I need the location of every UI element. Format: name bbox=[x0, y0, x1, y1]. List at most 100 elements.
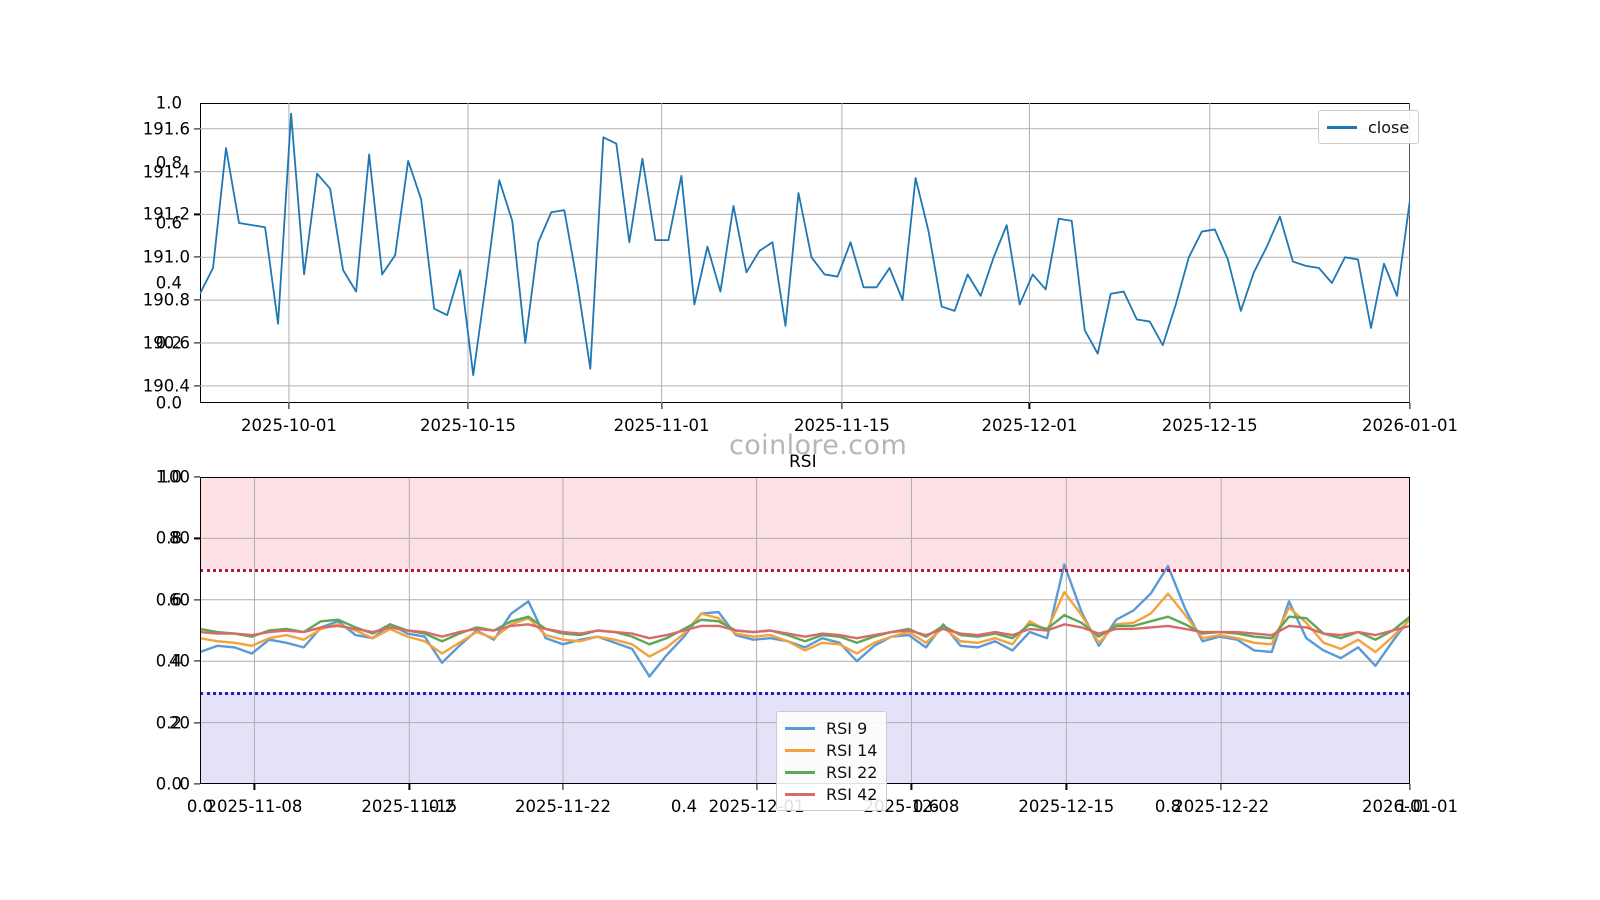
price-chart-panel bbox=[200, 103, 1410, 403]
rsi-line-rsi-42 bbox=[200, 623, 1410, 640]
price-y-tick-mark bbox=[194, 299, 200, 301]
overbought-threshold-line bbox=[200, 569, 1410, 573]
rsi-legend-label: RSI 9 bbox=[826, 718, 868, 738]
price-y-tick-mark bbox=[194, 170, 200, 173]
price-overlay-y-tick-label: 0.2 bbox=[155, 333, 182, 353]
rsi-overlay-y-tick-label: 0.8 bbox=[155, 528, 182, 548]
legend-line-icon bbox=[785, 748, 815, 752]
rsi-y-tick-mark bbox=[194, 476, 200, 478]
rsi-x-tick-label: 2025-12-15 bbox=[1018, 797, 1115, 816]
price-overlay-y-tick-label: 0.8 bbox=[155, 153, 182, 173]
price-y-tick-label: 190.6 bbox=[142, 333, 190, 353]
oversold-threshold-line bbox=[200, 691, 1410, 695]
price-y-tick-label: 191.0 bbox=[142, 247, 190, 267]
rsi-chart-panel bbox=[200, 477, 1410, 784]
watermark: coinlore.com bbox=[729, 430, 908, 461]
price-overlay-y-tick-label: 1.0 bbox=[155, 93, 182, 113]
rsi-overlay-y-tick-label: 1.0 bbox=[155, 467, 182, 487]
rsi-y-tick-label: 60 bbox=[169, 590, 190, 610]
price-y-tick-label: 191.4 bbox=[142, 162, 190, 182]
rsi-plot-svg bbox=[200, 477, 1410, 784]
rsi-y-tick-label: 100 bbox=[158, 467, 191, 487]
rsi-y-tick-label: 20 bbox=[169, 713, 190, 733]
rsi-legend: RSI 9 RSI 14 RSI 22 RSI 42 bbox=[776, 711, 888, 811]
rsi-y-tick-label: 80 bbox=[169, 528, 190, 548]
rsi-x-tick-mark bbox=[253, 784, 256, 790]
price-x-tick-mark bbox=[841, 403, 843, 409]
price-x-tick-label: 2025-10-15 bbox=[420, 416, 516, 435]
rsi-x-tick-label: 2026-01-01 bbox=[1362, 797, 1458, 816]
legend-line-icon bbox=[785, 770, 815, 774]
rsi-legend-label: RSI 22 bbox=[826, 762, 878, 782]
overbought-band bbox=[200, 477, 1410, 570]
price-x-tick-label: 2025-12-01 bbox=[981, 416, 1078, 435]
legend-line-icon bbox=[785, 792, 815, 796]
rsi-x-tick-mark bbox=[1220, 784, 1222, 790]
price-y-tick-mark bbox=[194, 213, 200, 216]
rsi-y-tick-label: 40 bbox=[169, 651, 190, 671]
price-overlay-y-tick-label: 0.0 bbox=[155, 393, 182, 413]
price-x-tick-mark bbox=[1209, 403, 1211, 409]
rsi-legend-item[interactable]: RSI 22 bbox=[785, 761, 877, 783]
price-y-tick-label: 190.4 bbox=[142, 376, 190, 396]
rsi-x-tick-label: 2025-11-15 bbox=[361, 797, 458, 816]
legend-line-icon bbox=[785, 726, 815, 730]
price-legend: close bbox=[1318, 110, 1420, 144]
price-overlay-y-tick-label: 0.4 bbox=[155, 273, 182, 293]
price-y-tick-label: 191.2 bbox=[142, 204, 190, 224]
price-x-tick-label: 2026-01-01 bbox=[1362, 416, 1458, 435]
rsi-legend-item[interactable]: RSI 9 bbox=[785, 717, 877, 739]
rsi-overlay-x-tick-label: 1.0 bbox=[1396, 797, 1424, 816]
price-y-tick-mark bbox=[194, 385, 200, 387]
price-x-tick-mark bbox=[661, 403, 663, 409]
price-y-tick-mark bbox=[194, 342, 200, 344]
rsi-overlay-x-tick-label: 0.8 bbox=[1154, 797, 1182, 816]
rsi-x-tick-mark bbox=[408, 784, 410, 790]
rsi-x-tick-mark bbox=[1065, 784, 1067, 790]
rsi-x-tick-mark bbox=[756, 784, 758, 790]
rsi-y-tick-mark bbox=[194, 660, 200, 662]
price-legend-item[interactable]: close bbox=[1327, 116, 1409, 138]
rsi-y-tick-mark bbox=[194, 783, 200, 785]
price-x-tick-label: 2025-11-15 bbox=[793, 416, 890, 435]
price-y-tick-label: 190.8 bbox=[142, 290, 190, 310]
rsi-y-tick-mark bbox=[194, 722, 200, 724]
rsi-x-tick-label: 2025-11-08 bbox=[206, 797, 303, 816]
rsi-y-tick-mark bbox=[194, 599, 200, 601]
rsi-x-tick-mark bbox=[562, 784, 564, 790]
price-plot-svg bbox=[200, 103, 1410, 403]
rsi-line-rsi-14 bbox=[200, 590, 1410, 658]
price-x-tick-mark bbox=[467, 403, 469, 409]
price-y-tick-mark bbox=[194, 256, 200, 258]
rsi-overlay-y-tick-label: 0.0 bbox=[155, 774, 182, 794]
price-y-tick-mark bbox=[194, 128, 200, 130]
rsi-x-tick-label: 2025-12-22 bbox=[1173, 797, 1270, 816]
rsi-overlay-x-tick-label: 0.0 bbox=[186, 797, 214, 816]
rsi-overlay-x-tick-label: 0.4 bbox=[670, 797, 698, 816]
rsi-legend-label: RSI 42 bbox=[826, 784, 878, 804]
price-overlay-y-tick-label: 0.6 bbox=[155, 213, 182, 233]
price-x-tick-label: 2025-10-01 bbox=[240, 416, 337, 435]
rsi-title: RSI bbox=[789, 452, 817, 472]
rsi-y-tick-mark bbox=[194, 537, 200, 539]
price-x-tick-mark bbox=[288, 403, 290, 409]
price-x-tick-mark bbox=[1028, 403, 1031, 409]
rsi-overlay-x-tick-label: 0.6 bbox=[912, 797, 940, 816]
rsi-overlay-y-tick-label: 0.6 bbox=[155, 590, 182, 610]
legend-line-icon bbox=[1327, 125, 1357, 129]
rsi-x-tick-mark bbox=[1409, 784, 1411, 790]
price-y-tick-label: 191.6 bbox=[142, 119, 190, 139]
price-line-close bbox=[200, 112, 1410, 377]
price-legend-label: close bbox=[1368, 117, 1410, 137]
rsi-x-tick-mark bbox=[910, 784, 913, 790]
rsi-x-tick-label: 2025-12-08 bbox=[863, 797, 960, 816]
rsi-legend-item[interactable]: RSI 42 bbox=[785, 783, 877, 805]
price-x-tick-label: 2025-12-15 bbox=[1161, 416, 1258, 435]
rsi-legend-item[interactable]: RSI 14 bbox=[785, 739, 877, 761]
price-x-tick-mark bbox=[1409, 403, 1411, 409]
rsi-overlay-x-tick-label: 0.2 bbox=[428, 797, 456, 816]
price-x-tick-label: 2025-11-01 bbox=[613, 416, 710, 435]
rsi-overlay-y-tick-label: 0.2 bbox=[155, 713, 182, 733]
rsi-legend-label: RSI 14 bbox=[826, 740, 878, 760]
